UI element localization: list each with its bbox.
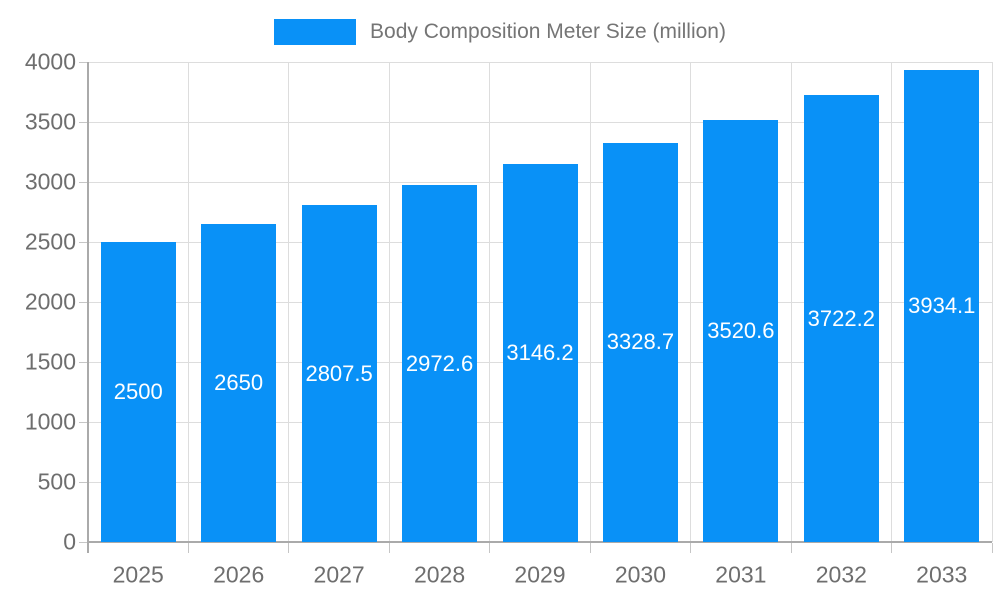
y-tick (79, 481, 88, 483)
bar[interactable] (803, 95, 879, 542)
v-gridline (790, 62, 792, 542)
bar-value-label: 2807.5 (305, 360, 373, 386)
x-tick (288, 543, 290, 553)
bar[interactable] (904, 69, 980, 542)
x-tick (991, 543, 993, 553)
v-gridline (388, 62, 390, 542)
bar-value-label: 3520.6 (707, 317, 775, 343)
bar-value-label: 2972.6 (405, 350, 474, 376)
y-axis-line (87, 62, 89, 553)
x-axis-label: 2032 (815, 561, 867, 588)
legend-swatch[interactable] (274, 19, 357, 45)
v-gridline (690, 62, 692, 542)
x-axis-label: 2027 (313, 561, 365, 588)
y-axis-label: 4000 (24, 48, 76, 75)
x-axis-label: 2033 (916, 561, 968, 588)
y-axis-label: 2000 (24, 288, 76, 315)
v-gridline (187, 62, 189, 542)
bar[interactable] (402, 185, 478, 542)
bar-value-label: 3328.7 (606, 329, 675, 355)
bar-value-label: 3722.2 (807, 305, 875, 331)
y-axis-label: 500 (37, 468, 76, 495)
bar[interactable] (602, 142, 678, 542)
x-axis-label: 2031 (715, 561, 767, 588)
y-axis-label: 1500 (24, 348, 76, 375)
x-tick (891, 543, 893, 553)
y-axis-label: 3000 (24, 168, 76, 195)
x-tick (489, 543, 491, 553)
h-gridline (88, 61, 992, 63)
y-tick (79, 541, 88, 543)
bar-value-label: 3146.2 (506, 340, 574, 366)
y-tick (79, 301, 88, 303)
bar[interactable] (201, 224, 277, 542)
y-tick (79, 421, 88, 423)
bar-value-label: 2500 (113, 379, 163, 404)
bar-value-label: 3934.1 (908, 292, 976, 318)
bar-value-label: 2650 (214, 370, 264, 395)
x-axis-label: 2029 (514, 561, 566, 588)
x-axis-label: 2028 (413, 561, 466, 588)
h-gridline (88, 121, 992, 123)
x-tick (589, 543, 591, 553)
bar[interactable] (502, 164, 578, 542)
y-tick (79, 241, 88, 243)
y-tick (79, 361, 88, 363)
x-tick (790, 543, 792, 553)
v-gridline (991, 62, 993, 542)
v-gridline (288, 62, 290, 542)
x-axis-label: 2026 (213, 561, 265, 588)
x-tick (690, 543, 692, 553)
x-tick (187, 543, 189, 553)
y-tick (79, 181, 88, 183)
x-axis-line (87, 541, 992, 543)
y-axis-label: 0 (63, 528, 76, 555)
bar[interactable] (301, 205, 377, 542)
y-tick (79, 121, 88, 123)
x-axis-label: 2025 (112, 561, 164, 588)
chart-legend: Body Composition Meter Size (million) (0, 16, 1000, 48)
legend-label[interactable]: Body Composition Meter Size (million) (370, 20, 726, 43)
v-gridline (489, 62, 491, 542)
v-gridline (891, 62, 893, 542)
y-axis-label: 1000 (24, 408, 76, 435)
bar[interactable] (703, 119, 779, 542)
y-axis-label: 2500 (24, 228, 76, 255)
x-tick (388, 543, 390, 553)
y-tick (79, 61, 88, 63)
bar[interactable] (100, 242, 176, 542)
x-axis-label: 2030 (614, 561, 667, 588)
v-gridline (589, 62, 591, 542)
y-axis-label: 3500 (24, 108, 76, 135)
